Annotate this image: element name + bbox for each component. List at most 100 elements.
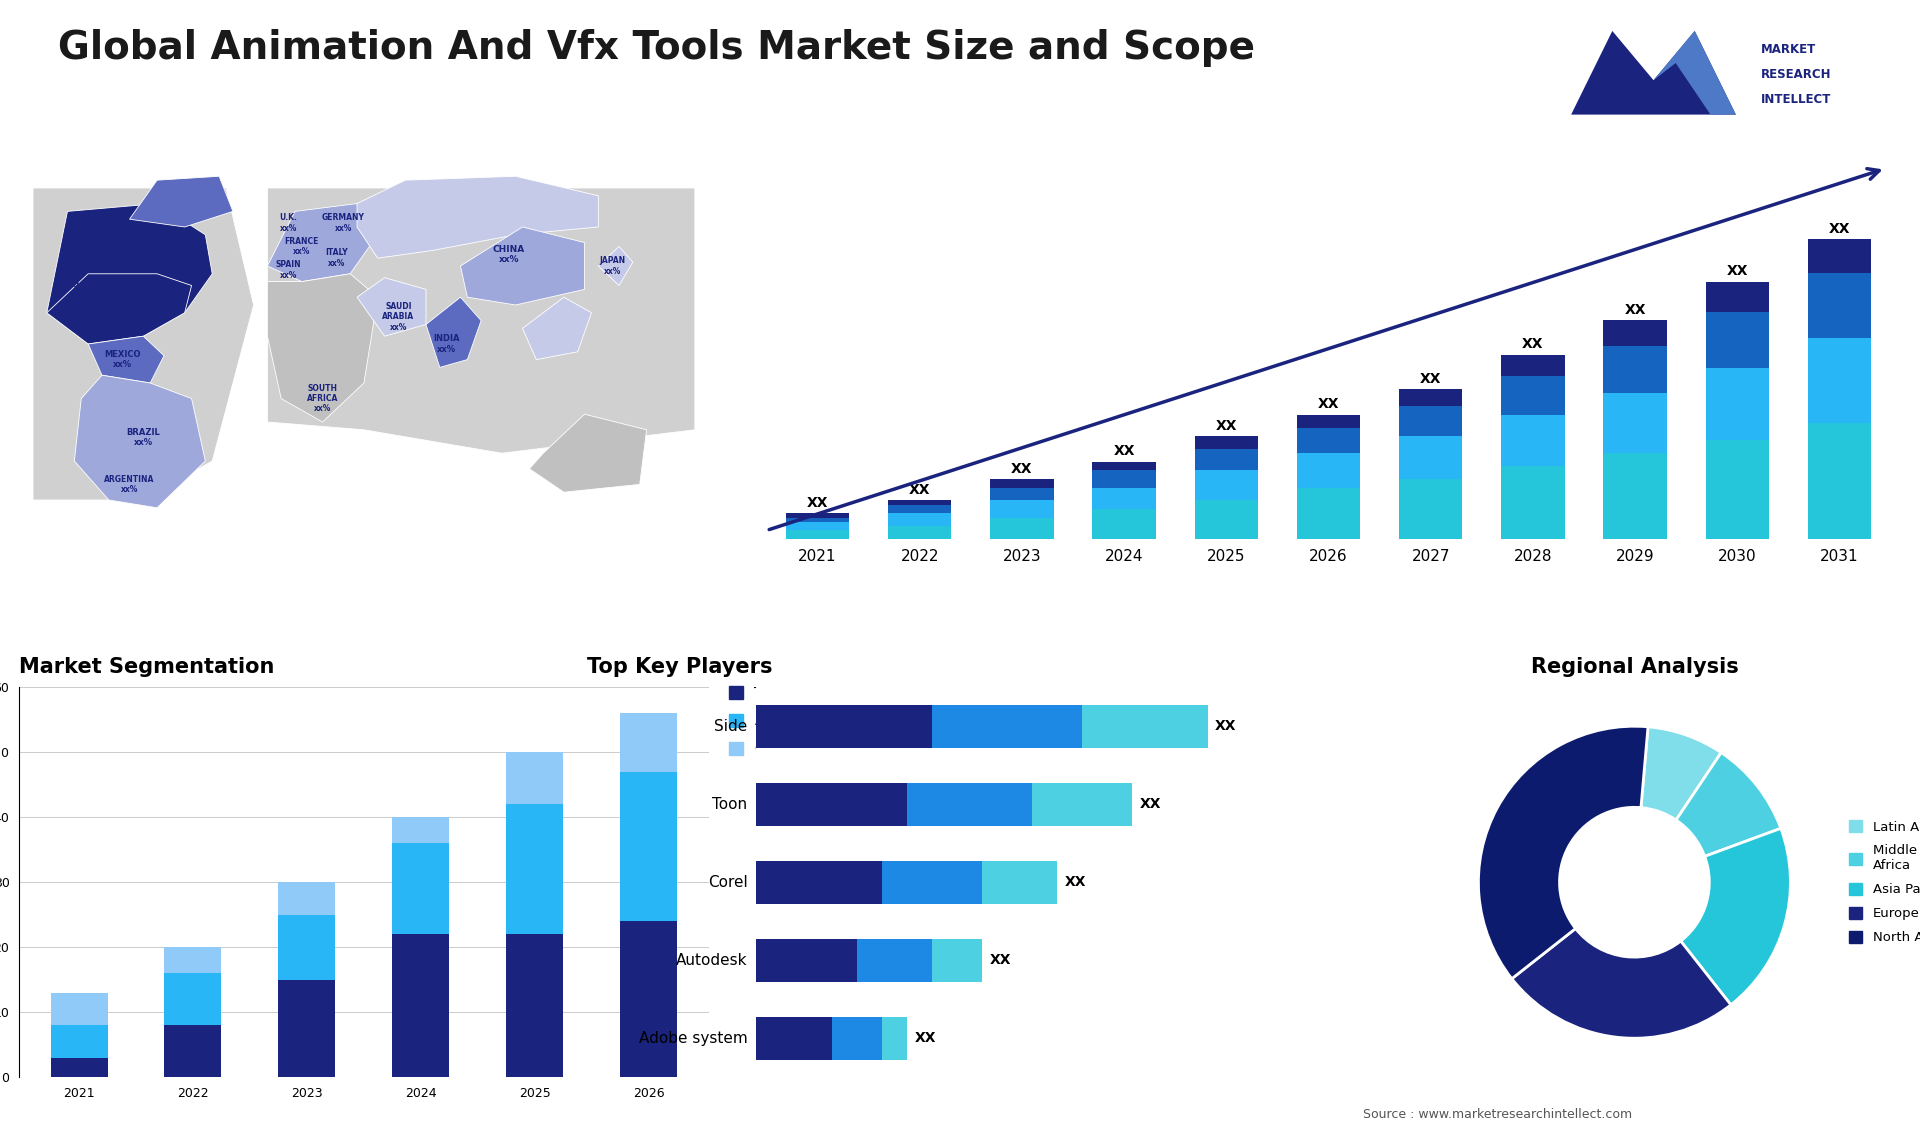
- Bar: [278, 980, 336, 1077]
- Bar: [1603, 454, 1667, 539]
- Text: RESEARCH: RESEARCH: [1761, 68, 1832, 81]
- Bar: [1296, 415, 1359, 427]
- Bar: [507, 934, 563, 1077]
- Bar: [1603, 321, 1667, 346]
- Bar: [1083, 705, 1208, 748]
- Text: Top Key Players: Top Key Players: [588, 658, 772, 677]
- Bar: [1194, 501, 1258, 539]
- Bar: [1603, 346, 1667, 393]
- Text: XX: XX: [1140, 798, 1162, 811]
- Text: SOUTH
AFRICA
xx%: SOUTH AFRICA xx%: [307, 384, 338, 414]
- Bar: [831, 1017, 881, 1060]
- Bar: [507, 752, 563, 804]
- Bar: [1296, 487, 1359, 539]
- Bar: [392, 817, 449, 843]
- Bar: [1809, 338, 1872, 423]
- Bar: [1809, 240, 1872, 273]
- Bar: [881, 1017, 906, 1060]
- Polygon shape: [75, 375, 205, 508]
- Bar: [1705, 312, 1768, 368]
- Bar: [1194, 437, 1258, 449]
- Bar: [1501, 466, 1565, 539]
- Text: XX: XX: [1114, 445, 1135, 458]
- Bar: [1400, 388, 1463, 406]
- Text: BRAZIL
xx%: BRAZIL xx%: [127, 427, 159, 447]
- Polygon shape: [461, 227, 584, 305]
- Polygon shape: [267, 274, 378, 422]
- Text: ITALY
xx%: ITALY xx%: [324, 249, 348, 268]
- Polygon shape: [129, 176, 232, 227]
- Bar: [856, 939, 931, 982]
- Bar: [1809, 273, 1872, 338]
- Bar: [620, 921, 678, 1077]
- Bar: [1809, 423, 1872, 539]
- Wedge shape: [1680, 829, 1791, 1005]
- Text: INTELLECT: INTELLECT: [1761, 93, 1832, 107]
- Bar: [1603, 393, 1667, 454]
- Bar: [1705, 368, 1768, 440]
- Bar: [881, 861, 981, 904]
- Polygon shape: [88, 336, 163, 383]
- Text: XX: XX: [1215, 418, 1236, 433]
- Bar: [991, 518, 1054, 539]
- Bar: [889, 526, 952, 539]
- Bar: [50, 992, 108, 1026]
- Polygon shape: [599, 246, 634, 285]
- Text: Toon: Toon: [712, 796, 747, 811]
- Text: INDIA
xx%: INDIA xx%: [434, 335, 461, 354]
- Polygon shape: [1653, 31, 1736, 115]
- Bar: [931, 939, 981, 982]
- Bar: [392, 934, 449, 1077]
- Bar: [1501, 376, 1565, 415]
- Bar: [1296, 454, 1359, 487]
- Text: XX: XX: [914, 1031, 935, 1045]
- Polygon shape: [267, 204, 378, 282]
- Bar: [620, 713, 678, 771]
- Bar: [1092, 462, 1156, 470]
- Text: XX: XX: [1317, 398, 1340, 411]
- Bar: [1092, 487, 1156, 509]
- Bar: [1400, 479, 1463, 539]
- Bar: [785, 521, 849, 531]
- Text: XX: XX: [806, 496, 828, 510]
- Text: Side: Side: [714, 719, 747, 733]
- Text: MARKET: MARKET: [1761, 42, 1816, 56]
- Polygon shape: [530, 414, 647, 492]
- Text: SPAIN
xx%: SPAIN xx%: [275, 260, 301, 280]
- Bar: [785, 531, 849, 539]
- Polygon shape: [46, 274, 192, 344]
- Text: Adobe system: Adobe system: [639, 1030, 747, 1045]
- Text: XX: XX: [1828, 221, 1851, 236]
- Polygon shape: [46, 204, 213, 344]
- Text: CANADA
xx%: CANADA xx%: [81, 218, 123, 237]
- Text: SAUDI
ARABIA
xx%: SAUDI ARABIA xx%: [382, 301, 415, 331]
- Polygon shape: [1571, 31, 1736, 115]
- Bar: [392, 843, 449, 934]
- Text: Corel: Corel: [708, 874, 747, 889]
- Bar: [50, 1058, 108, 1077]
- Bar: [889, 504, 952, 513]
- Text: FRANCE
xx%: FRANCE xx%: [284, 237, 319, 257]
- Bar: [785, 518, 849, 521]
- Bar: [931, 705, 1083, 748]
- Bar: [991, 501, 1054, 518]
- Bar: [1501, 415, 1565, 466]
- Bar: [991, 479, 1054, 487]
- Bar: [889, 501, 952, 504]
- Text: XX: XX: [1726, 265, 1747, 278]
- Text: Global Animation And Vfx Tools Market Size and Scope: Global Animation And Vfx Tools Market Si…: [58, 29, 1254, 66]
- Bar: [1194, 470, 1258, 501]
- Bar: [165, 948, 221, 973]
- Wedge shape: [1642, 727, 1720, 821]
- Wedge shape: [1478, 727, 1647, 979]
- Text: XX: XX: [1624, 303, 1645, 317]
- Bar: [991, 487, 1054, 501]
- Text: GERMANY
xx%: GERMANY xx%: [323, 213, 365, 233]
- Text: JAPAN
xx%: JAPAN xx%: [599, 257, 626, 276]
- Bar: [756, 939, 856, 982]
- Bar: [1194, 449, 1258, 470]
- Bar: [1400, 437, 1463, 479]
- Text: CHINA
xx%: CHINA xx%: [493, 244, 524, 264]
- Bar: [278, 915, 336, 980]
- Text: XX: XX: [1421, 371, 1442, 385]
